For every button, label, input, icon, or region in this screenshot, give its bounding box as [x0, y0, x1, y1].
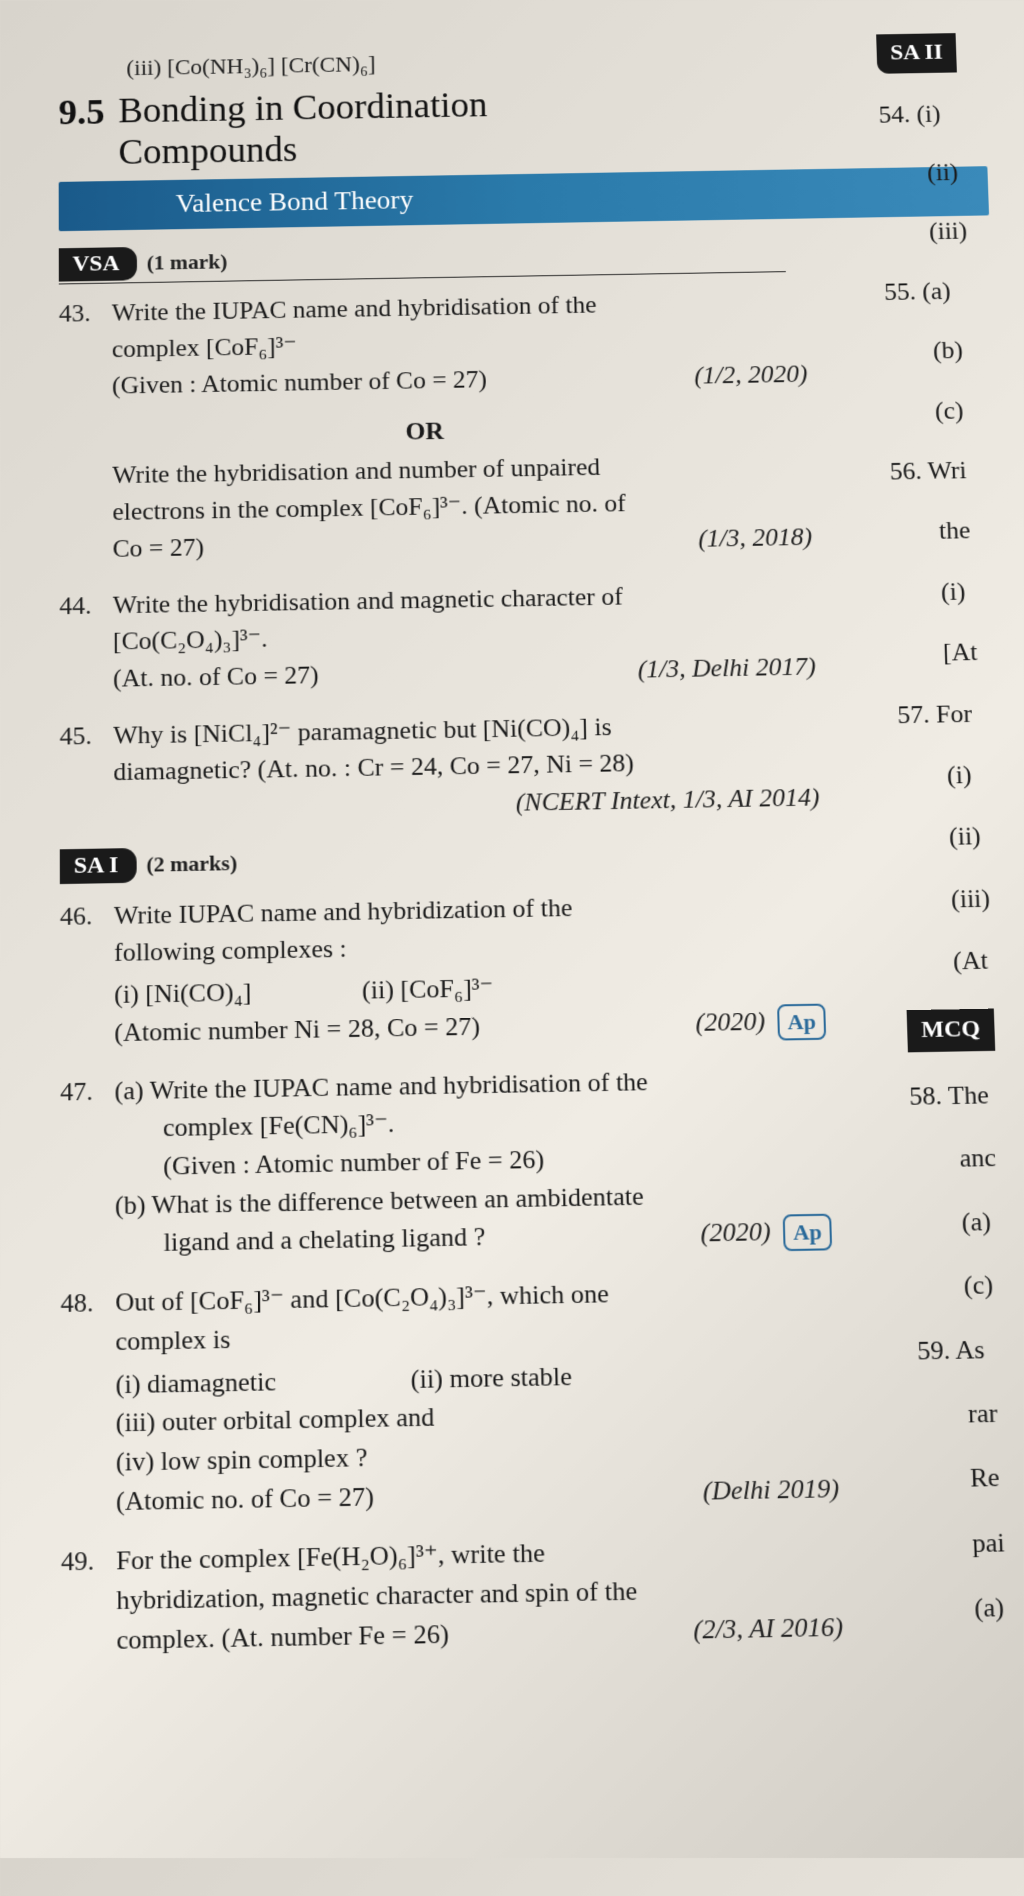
r54: 54. (i)	[878, 96, 996, 132]
prev-question-partial: (iii) [Co(NH₃)₆] [Cr(CN)₆]	[58, 42, 983, 83]
r57b: (i)	[899, 756, 1020, 794]
sai-row: SA I (2 marks)	[60, 836, 803, 886]
vsa-marks: (1 mark)	[147, 250, 228, 275]
r58b: anc	[911, 1139, 1024, 1178]
r54c: (iii)	[882, 214, 1000, 251]
section-title-line1: Bonding in Coordination	[118, 85, 488, 132]
r59b: rar	[919, 1394, 1024, 1434]
r59d: pai	[923, 1523, 1024, 1563]
q47-ap-badge: Ap	[783, 1214, 833, 1251]
q43-ref: (1/2, 2020)	[694, 356, 808, 394]
r56c: (i)	[893, 573, 1013, 610]
r59: 59. As	[917, 1330, 1024, 1370]
section-title-line2: Compounds	[118, 126, 488, 173]
r57c: (ii)	[901, 818, 1022, 856]
q43-alt3: Co = 27)	[113, 529, 205, 567]
q46-ref: (2020)	[695, 1006, 765, 1036]
q48-given: (Atomic no. of Co = 27)	[116, 1477, 374, 1521]
q44-number: 44.	[59, 586, 113, 697]
section-header: 9.5 Bonding in Coordination Compounds	[59, 77, 988, 175]
question-45: 45. Why is [NiCl₄]²⁻ paramagnetic but [N…	[60, 704, 820, 829]
r56d: [At	[895, 634, 1015, 672]
sai-marks: (2 marks)	[146, 850, 237, 876]
q48-ref: (Delhi 2019)	[702, 1469, 839, 1510]
vsa-row: VSA (1 mark)	[59, 236, 786, 285]
question-47: 47. (a) Write the IUPAC name and hybridi…	[60, 1059, 832, 1264]
q49-number: 49.	[61, 1542, 117, 1661]
question-46: 46. Write IUPAC name and hybridization o…	[60, 884, 826, 1052]
r55b: (b)	[886, 333, 1005, 370]
q46-number: 46.	[60, 897, 115, 1053]
right-column-partial: SA II 54. (i) (ii) (iii) 55. (a) (b) (c)…	[876, 32, 1024, 1655]
r56a: 56. Wri	[889, 452, 1008, 489]
section-number: 9.5	[59, 92, 105, 134]
r57: 57. For	[897, 695, 1017, 733]
q43-altref: (1/3, 2018)	[698, 518, 813, 557]
q46-given: (Atomic number Ni = 28, Co = 27)	[114, 1007, 480, 1051]
q48-o1: (i) diamagnetic	[116, 1360, 380, 1403]
q43-given: (Given : Atomic number of Co = 27)	[112, 361, 487, 404]
question-43-alt: Write the hybridisation and number of un…	[59, 446, 812, 568]
q45-number: 45.	[60, 717, 114, 829]
r57d: (iii)	[903, 880, 1024, 918]
question-44: 44. Write the hybridisation and magnetic…	[59, 574, 816, 697]
q46-ap-badge: Ap	[777, 1003, 826, 1040]
q43-number: 43.	[59, 295, 112, 404]
r59c: Re	[921, 1459, 1024, 1499]
r57e: (At	[905, 942, 1024, 980]
sa2-badge: SA II	[876, 33, 957, 73]
q46-opt1: (i) [Ni(CO)₄]	[114, 974, 251, 1014]
page: (iii) [Co(NH₃)₆] [Cr(CN)₆] 9.5 Bonding i…	[0, 23, 1024, 1896]
question-48: 48. Out of [CoF₆]³⁻ and [Co(C₂O₄)₃]³⁻, w…	[61, 1271, 840, 1522]
question-43: 43. Write the IUPAC name and hybridisati…	[59, 284, 808, 405]
q49-line3: complex. (At. number Fe = 26)	[116, 1614, 449, 1659]
mcq-badge: MCQ	[907, 1009, 995, 1052]
r59e: (a)	[925, 1588, 1024, 1628]
q47-ref: (2020)	[700, 1217, 771, 1248]
topic-banner: Valence Bond Theory	[59, 167, 989, 232]
q48-number: 48.	[61, 1284, 117, 1522]
r56b: the	[891, 513, 1010, 550]
r55c: (c)	[887, 392, 1006, 429]
q46-opt2: (ii) [CoF₆]³⁻	[362, 969, 494, 1009]
r58d: (c)	[915, 1266, 1024, 1305]
q49-ref: (2/3, AI 2016)	[693, 1607, 844, 1649]
r58: 58. The	[909, 1076, 1024, 1115]
q44-ref: (1/3, Delhi 2017)	[637, 648, 816, 688]
q47-b2: ligand and a chelating ligand ?	[163, 1218, 485, 1262]
vsa-badge: VSA	[59, 247, 137, 282]
r55: 55. (a)	[884, 273, 1002, 310]
q43-or: OR	[59, 411, 791, 452]
question-49: 49. For the complex [Fe(H₂O)₆]³⁺, write …	[61, 1529, 844, 1661]
q44-given: (At. no. of Co = 27)	[113, 657, 319, 697]
q47-number: 47.	[60, 1072, 115, 1264]
r58c: (a)	[913, 1203, 1024, 1242]
r54b: (ii)	[880, 155, 998, 191]
sai-badge: SA I	[60, 848, 137, 884]
q48-o2: (ii) more stable	[410, 1357, 572, 1399]
